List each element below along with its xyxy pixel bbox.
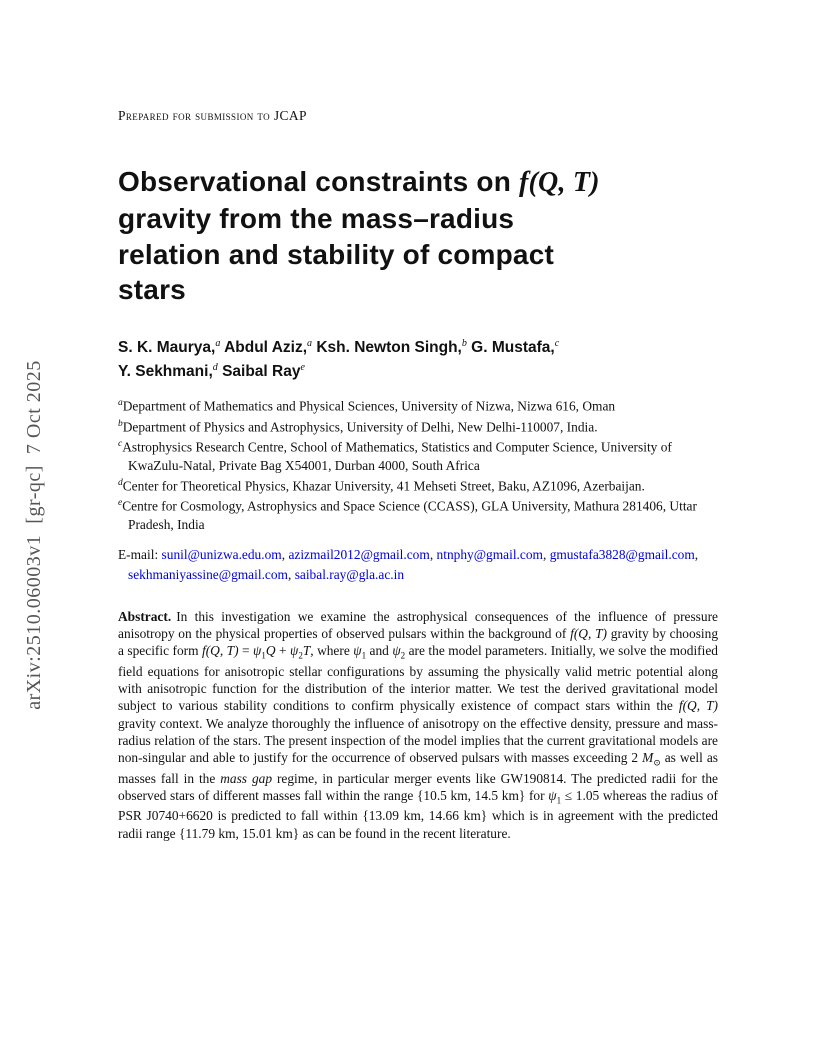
email-link-5[interactable]: sekhmaniyassine@gmail.com [128,567,288,583]
abstract-paragraph: Abstract. In this investigation we examin… [118,608,718,843]
email-link-3[interactable]: ntnphy@gmail.com [436,547,543,563]
affiliation-item: bDepartment of Physics and Astrophysics,… [118,418,718,436]
email-separator: , [281,547,286,563]
abstract-label: Abstract. [118,608,172,624]
paper-title: Observational constraints on f(Q, T) grav… [118,166,600,306]
affiliation-text: Department of Physics and Astrophysics, … [122,419,598,435]
affiliation-item: aDepartment of Mathematics and Physical … [118,397,718,415]
email-block: E-mail: sunil@unizwa.edu.om, azizmail201… [118,545,718,585]
arxiv-watermark: arXiv:2510.06003v1 [gr-qc] 7 Oct 2025 [23,360,45,710]
email-separator: , [429,547,434,563]
page-content: Prepared for submission to JCAP Observat… [118,108,718,855]
affiliation-text: Centre for Cosmology, Astrophysics and S… [122,498,697,532]
prepared-for-line: Prepared for submission to JCAP [118,108,307,123]
affiliation-text: Astrophysics Research Centre, School of … [122,439,672,473]
affiliation-superscript: a [118,398,123,409]
affiliation-item: dCenter for Theoretical Physics, Khazar … [118,477,718,495]
affiliation-item: cAstrophysics Research Centre, School of… [118,438,718,474]
email-link-2[interactable]: azizmail2012@gmail.com [288,547,430,563]
affiliations-list: aDepartment of Mathematics and Physical … [118,397,718,533]
email-separator: , [287,567,292,583]
email-label: E-mail: [118,547,159,563]
email-separator: , [694,547,699,563]
email-separator: , [542,547,547,563]
affiliation-superscript: e [118,498,123,509]
affiliation-item: eCentre for Cosmology, Astrophysics and … [118,497,718,533]
authors-line: S. K. Maurya,a Abdul Aziz,a Ksh. Newton … [118,338,560,380]
email-link-6[interactable]: saibal.ray@gla.ac.in [294,567,405,583]
email-link-4[interactable]: gmustafa3828@gmail.com [549,547,695,563]
affiliation-text: Center for Theoretical Physics, Khazar U… [122,478,645,494]
affiliation-superscript: c [118,439,123,450]
affiliation-superscript: b [118,418,123,429]
abstract-text: In this investigation we examine the ast… [118,608,719,841]
affiliation-text: Department of Mathematics and Physical S… [122,398,616,414]
email-link-1[interactable]: sunil@unizwa.edu.om [161,547,282,563]
affiliation-superscript: d [118,477,123,488]
